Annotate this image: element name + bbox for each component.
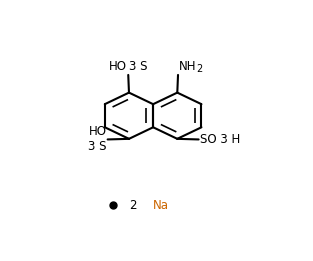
Text: 3 S: 3 S xyxy=(88,140,106,153)
Text: Na: Na xyxy=(152,199,168,212)
Text: 2: 2 xyxy=(129,199,136,212)
Text: SO 3 H: SO 3 H xyxy=(200,133,240,146)
Text: 3 S: 3 S xyxy=(130,60,148,73)
Text: HO: HO xyxy=(88,126,106,138)
Text: NH: NH xyxy=(179,60,197,73)
Text: 2: 2 xyxy=(196,64,203,74)
Text: HO: HO xyxy=(109,60,127,73)
